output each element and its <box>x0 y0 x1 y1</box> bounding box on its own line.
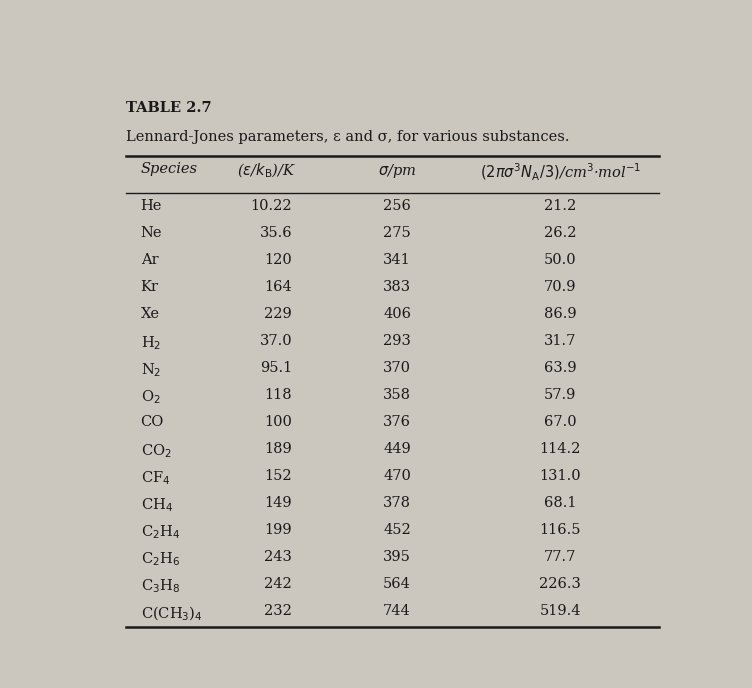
Text: 452: 452 <box>384 524 411 537</box>
Text: TABLE 2.7: TABLE 2.7 <box>126 101 211 115</box>
Text: 744: 744 <box>384 604 411 619</box>
Text: 275: 275 <box>384 226 411 240</box>
Text: 95.1: 95.1 <box>260 361 293 375</box>
Text: C(CH$_3$)$_4$: C(CH$_3$)$_4$ <box>141 604 202 623</box>
Text: CO$_2$: CO$_2$ <box>141 442 171 460</box>
Text: 120: 120 <box>265 253 293 267</box>
Text: 67.0: 67.0 <box>544 416 577 429</box>
Text: 77.7: 77.7 <box>544 550 577 564</box>
Text: 341: 341 <box>384 253 411 267</box>
Text: 26.2: 26.2 <box>544 226 577 240</box>
Text: 100: 100 <box>264 416 293 429</box>
Text: 10.22: 10.22 <box>250 199 293 213</box>
Text: 116.5: 116.5 <box>539 524 581 537</box>
Text: 406: 406 <box>383 307 411 321</box>
Text: 57.9: 57.9 <box>544 388 577 402</box>
Text: Ar: Ar <box>141 253 158 267</box>
Text: 232: 232 <box>264 604 293 619</box>
Text: 118: 118 <box>265 388 293 402</box>
Text: 242: 242 <box>265 577 293 592</box>
Text: C$_3$H$_8$: C$_3$H$_8$ <box>141 577 180 595</box>
Text: CO: CO <box>141 416 164 429</box>
Text: 256: 256 <box>383 199 411 213</box>
Text: 189: 189 <box>265 442 293 456</box>
Text: CH$_4$: CH$_4$ <box>141 496 173 514</box>
Text: 449: 449 <box>384 442 411 456</box>
Text: 470: 470 <box>383 469 411 483</box>
Text: 226.3: 226.3 <box>539 577 581 592</box>
Text: 378: 378 <box>383 496 411 510</box>
Text: Ne: Ne <box>141 226 162 240</box>
Text: 293: 293 <box>383 334 411 348</box>
Text: Xe: Xe <box>141 307 159 321</box>
Text: 21.2: 21.2 <box>544 199 576 213</box>
Text: ($\varepsilon$/$k_\mathrm{B}$)/K: ($\varepsilon$/$k_\mathrm{B}$)/K <box>237 162 296 180</box>
Text: 243: 243 <box>264 550 293 564</box>
Text: 50.0: 50.0 <box>544 253 577 267</box>
Text: CF$_4$: CF$_4$ <box>141 469 170 487</box>
Text: 199: 199 <box>265 524 293 537</box>
Text: 383: 383 <box>383 280 411 294</box>
Text: C$_2$H$_4$: C$_2$H$_4$ <box>141 524 180 541</box>
Text: $(2\pi\sigma^3 N_\mathrm{A}/3)$/cm$^3$$\cdot$mol$^{-1}$: $(2\pi\sigma^3 N_\mathrm{A}/3)$/cm$^3$$\… <box>480 162 641 183</box>
Text: 31.7: 31.7 <box>544 334 577 348</box>
Text: 229: 229 <box>265 307 293 321</box>
Text: Kr: Kr <box>141 280 159 294</box>
Text: C$_2$H$_6$: C$_2$H$_6$ <box>141 550 180 568</box>
Text: 370: 370 <box>383 361 411 375</box>
Text: 149: 149 <box>265 496 293 510</box>
Text: 63.9: 63.9 <box>544 361 577 375</box>
Text: 114.2: 114.2 <box>539 442 581 456</box>
Text: 70.9: 70.9 <box>544 280 577 294</box>
Text: N$_2$: N$_2$ <box>141 361 161 379</box>
Text: 86.9: 86.9 <box>544 307 577 321</box>
Text: Lennard-Jones parameters, ε and σ, for various substances.: Lennard-Jones parameters, ε and σ, for v… <box>126 130 569 144</box>
Text: 358: 358 <box>383 388 411 402</box>
Text: $\sigma$/pm: $\sigma$/pm <box>378 162 417 180</box>
Text: He: He <box>141 199 162 213</box>
Text: H$_2$: H$_2$ <box>141 334 161 352</box>
Text: O$_2$: O$_2$ <box>141 388 160 406</box>
Text: 35.6: 35.6 <box>259 226 293 240</box>
Text: 376: 376 <box>383 416 411 429</box>
Text: 131.0: 131.0 <box>539 469 581 483</box>
Text: 164: 164 <box>265 280 293 294</box>
Text: 395: 395 <box>383 550 411 564</box>
Text: Species: Species <box>141 162 198 176</box>
Text: 564: 564 <box>383 577 411 592</box>
Text: 37.0: 37.0 <box>259 334 293 348</box>
Text: 152: 152 <box>265 469 293 483</box>
Text: 519.4: 519.4 <box>539 604 581 619</box>
Text: 68.1: 68.1 <box>544 496 577 510</box>
